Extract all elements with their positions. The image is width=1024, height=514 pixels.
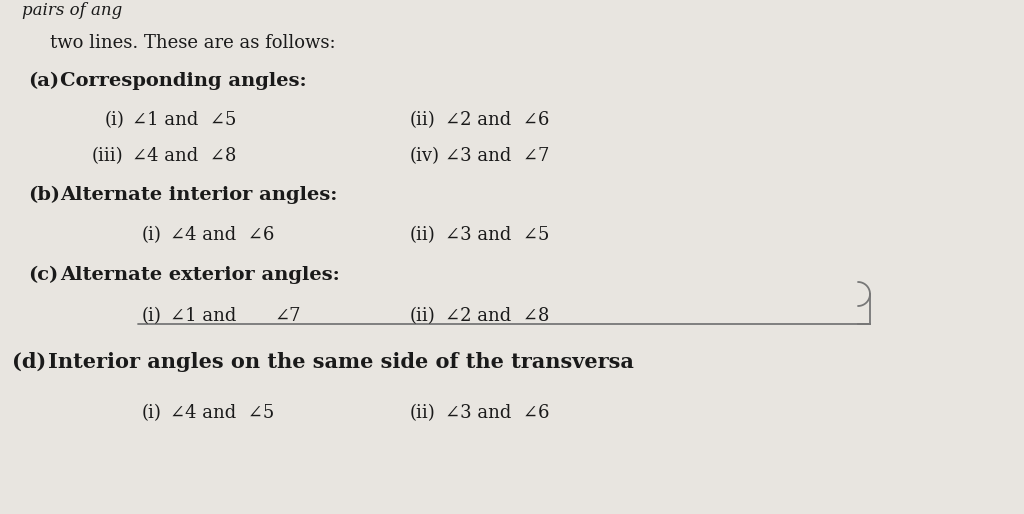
Text: pairs of ang: pairs of ang	[22, 2, 122, 19]
Text: ∠4 and  ∠6: ∠4 and ∠6	[170, 226, 274, 244]
Text: (i): (i)	[105, 111, 125, 129]
Text: Interior angles on the same side of the transversa: Interior angles on the same side of the …	[48, 352, 634, 372]
Text: (c): (c)	[28, 266, 58, 284]
Text: two lines. These are as follows:: two lines. These are as follows:	[50, 34, 336, 52]
Text: (i): (i)	[142, 226, 162, 244]
Text: (a): (a)	[28, 72, 59, 90]
Text: ∠1 and  ∠5: ∠1 and ∠5	[132, 111, 237, 129]
Text: (b): (b)	[28, 186, 60, 204]
Text: (ii): (ii)	[410, 404, 436, 422]
Text: (iii): (iii)	[92, 147, 124, 165]
Text: ∠4 and  ∠5: ∠4 and ∠5	[170, 404, 274, 422]
Text: (iv): (iv)	[410, 147, 440, 165]
Text: ∠7: ∠7	[275, 307, 301, 325]
Text: ∠2 and  ∠6: ∠2 and ∠6	[445, 111, 549, 129]
Text: ∠3 and  ∠7: ∠3 and ∠7	[445, 147, 549, 165]
Text: ∠2 and  ∠8: ∠2 and ∠8	[445, 307, 549, 325]
Text: ∠4 and  ∠8: ∠4 and ∠8	[132, 147, 237, 165]
Text: ∠3 and  ∠5: ∠3 and ∠5	[445, 226, 549, 244]
Text: Alternate interior angles:: Alternate interior angles:	[60, 186, 337, 204]
Text: (ii): (ii)	[410, 307, 436, 325]
Text: (i): (i)	[142, 307, 162, 325]
Text: ∠3 and  ∠6: ∠3 and ∠6	[445, 404, 550, 422]
Text: (d): (d)	[12, 352, 46, 372]
Text: (ii): (ii)	[410, 226, 436, 244]
Text: ∠1 and: ∠1 and	[170, 307, 237, 325]
Text: Corresponding angles:: Corresponding angles:	[60, 72, 306, 90]
Text: Alternate exterior angles:: Alternate exterior angles:	[60, 266, 340, 284]
Text: (i): (i)	[142, 404, 162, 422]
Text: (ii): (ii)	[410, 111, 436, 129]
